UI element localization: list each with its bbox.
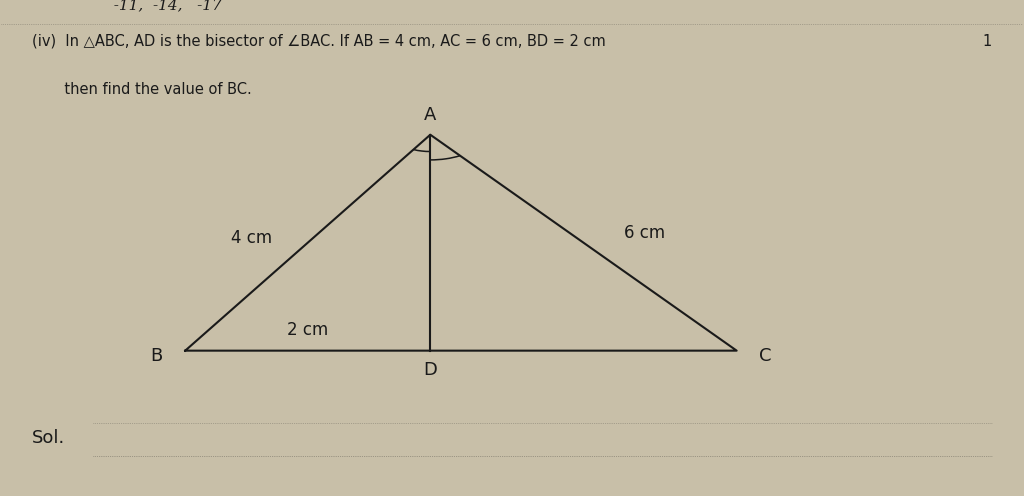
Text: C: C <box>759 347 772 365</box>
Text: 6 cm: 6 cm <box>625 224 666 242</box>
Text: 4 cm: 4 cm <box>230 229 272 247</box>
Text: then find the value of BC.: then find the value of BC. <box>32 82 252 97</box>
Text: -11,  -14,   -17: -11, -14, -17 <box>103 0 221 12</box>
Text: B: B <box>151 347 163 365</box>
Text: D: D <box>423 361 437 379</box>
Text: Sol.: Sol. <box>32 429 66 446</box>
Text: 1: 1 <box>983 34 992 49</box>
Text: (iv)  In △ABC, AD is the bisector of ∠BAC. If AB = 4 cm, AC = 6 cm, BD = 2 cm: (iv) In △ABC, AD is the bisector of ∠BAC… <box>32 34 606 49</box>
Text: 2 cm: 2 cm <box>287 320 329 339</box>
Text: A: A <box>424 106 436 124</box>
